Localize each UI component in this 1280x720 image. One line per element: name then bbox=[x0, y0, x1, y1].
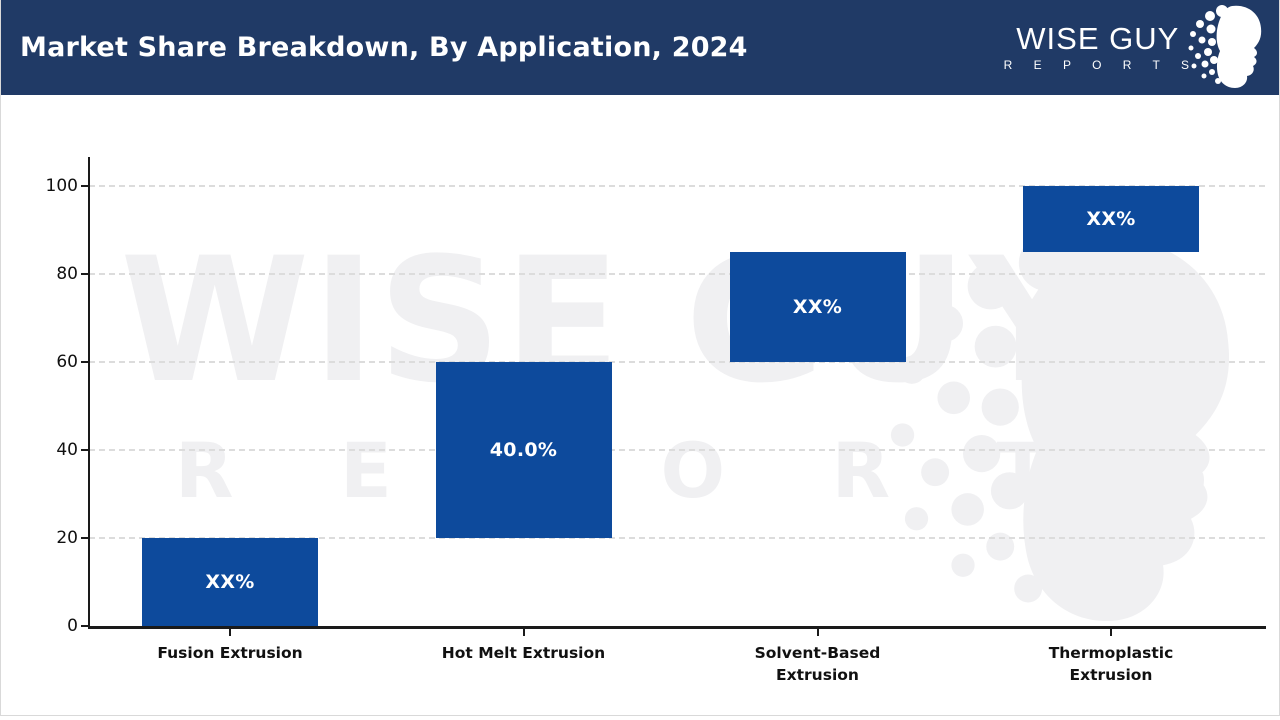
x-axis-tick bbox=[1110, 628, 1112, 636]
y-tick-label: 100 bbox=[45, 176, 78, 196]
x-axis-tick bbox=[816, 628, 819, 636]
grid-line bbox=[89, 449, 1265, 451]
brand-logo: WISE GUY R E P O R T S bbox=[998, 2, 1270, 94]
x-axis-line bbox=[88, 626, 1266, 629]
bar-value-label: XX% bbox=[792, 296, 843, 318]
y-tick-label: 0 bbox=[67, 616, 78, 636]
wiseguy-face-icon bbox=[1188, 4, 1262, 88]
bar-value-label: 40.0% bbox=[489, 439, 558, 461]
y-tick-label: 80 bbox=[56, 264, 78, 284]
y-tick-label: 40 bbox=[56, 440, 78, 460]
y-tick-label: 60 bbox=[56, 352, 78, 372]
bar: XX% bbox=[142, 538, 318, 626]
y-axis-tick bbox=[81, 361, 88, 363]
y-axis-tick bbox=[81, 625, 88, 627]
y-tick-label: 20 bbox=[56, 528, 78, 548]
brand-logo-text: WISE GUY R E P O R T S bbox=[998, 23, 1198, 72]
chart-area: WISE GUY R E P O R T S 0 20 40 60 80 100 XX% Fu… bbox=[0, 95, 1280, 720]
bar: XX% bbox=[1023, 186, 1199, 252]
x-axis-tick bbox=[522, 628, 525, 636]
y-axis-tick bbox=[81, 185, 88, 187]
bar-value-label: XX% bbox=[205, 571, 255, 593]
x-axis-tick bbox=[229, 628, 231, 636]
x-tick-label: Solvent-Based Extrusion bbox=[754, 644, 881, 684]
header-bar: Market Share Breakdown, By Application, … bbox=[0, 0, 1280, 95]
page-title: Market Share Breakdown, By Application, … bbox=[20, 32, 748, 63]
bar: XX% bbox=[729, 252, 906, 362]
y-axis-tick bbox=[81, 273, 88, 275]
bar-value-label: XX% bbox=[1086, 208, 1136, 230]
x-tick-label: Hot Melt Extrusion bbox=[441, 644, 606, 662]
y-axis-tick bbox=[81, 537, 88, 539]
x-tick-label: Fusion Extrusion bbox=[157, 644, 303, 662]
brand-subname: R E P O R T S bbox=[1003, 58, 1198, 72]
x-tick-label: Thermoplastic Extrusion bbox=[1048, 644, 1174, 684]
grid-line bbox=[89, 361, 1265, 363]
bar: 40.0% bbox=[435, 362, 612, 538]
y-axis-tick bbox=[81, 449, 88, 451]
y-axis-line bbox=[88, 157, 90, 628]
grid-line bbox=[89, 273, 1265, 275]
grid-line bbox=[89, 185, 1265, 187]
grid-line bbox=[89, 537, 1265, 539]
watermark-face-icon bbox=[890, 235, 1230, 622]
brand-name: WISE GUY bbox=[1016, 21, 1180, 56]
